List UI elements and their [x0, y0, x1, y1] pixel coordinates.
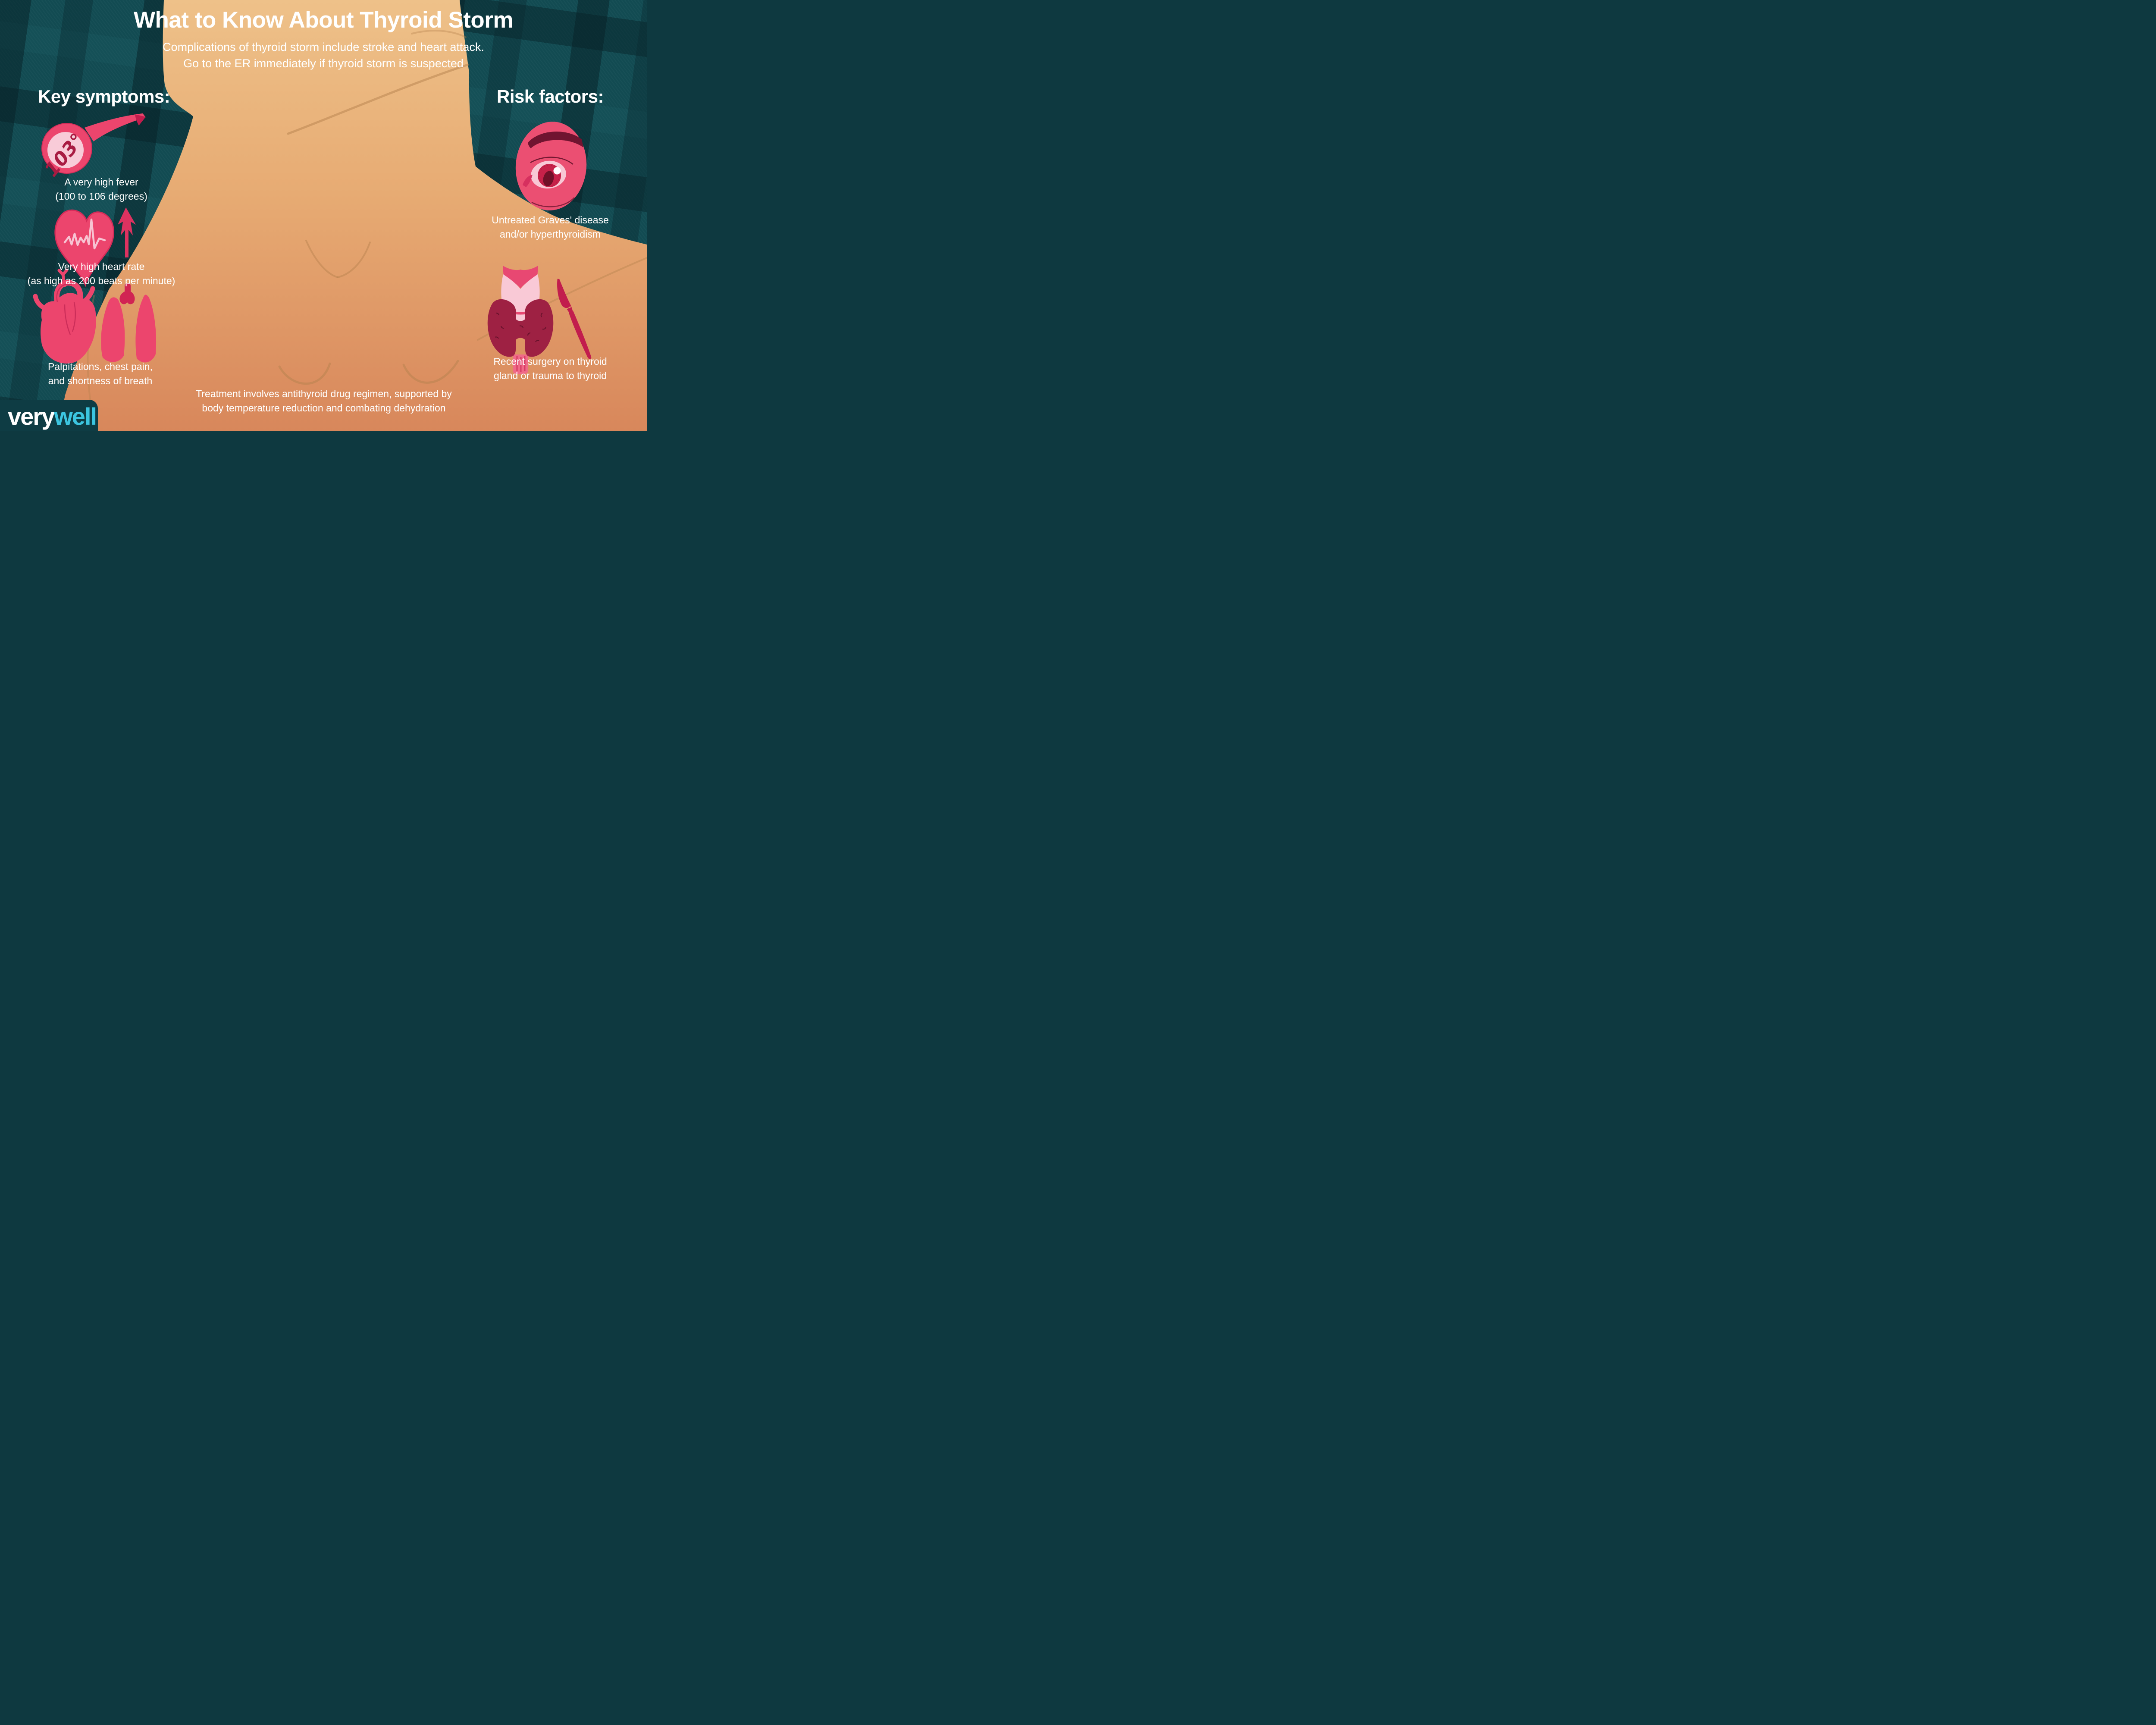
page-subtitle: Complications of thyroid storm include s…: [0, 39, 647, 72]
up-arrow-icon: [118, 207, 136, 257]
neck-line-right: [337, 242, 371, 278]
scalpel-handle: [567, 307, 592, 359]
heart-rate-label-line-1: Very high heart rate: [58, 261, 145, 272]
upper-eyelid-line: [530, 157, 573, 165]
thermometer-icon: 103°: [40, 113, 146, 181]
fever-label: A very high fever (100 to 106 degrees): [17, 175, 185, 204]
tear-duct: [523, 175, 533, 187]
pupil: [543, 171, 554, 186]
icons-layer: 103°: [33, 113, 592, 374]
jaw-line: [287, 63, 469, 135]
heart-rate-label-line-2: (as high as 200 beats per minute): [27, 275, 175, 286]
thyroid-isthmus: [516, 319, 525, 340]
brand-well: well: [54, 403, 97, 430]
thyroid-lobe-right: [525, 299, 554, 357]
thyroid-lobe-left: [487, 299, 516, 357]
trachea-rings: [516, 356, 526, 372]
larynx-horns: [503, 266, 538, 289]
fever-label-line-1: A very high fever: [64, 176, 138, 188]
palpitations-label: Palpitations, chest pain, and shortness …: [15, 360, 185, 388]
thyroid-scalpel-icon: [487, 266, 592, 374]
bulging-eye-icon: [515, 122, 587, 210]
treatment-note: Treatment involves antithyroid drug regi…: [159, 387, 489, 415]
graves-label: Untreated Graves' disease and/or hyperth…: [466, 213, 635, 242]
palpitations-label-line-2: and shortness of breath: [48, 375, 153, 386]
surgery-label: Recent surgery on thyroid gland or traum…: [466, 354, 635, 383]
eyebrow: [528, 132, 583, 148]
lungs: [101, 283, 157, 363]
verywell-wordmark: verywell: [8, 400, 97, 431]
surgery-label-line-2: gland or trauma to thyroid: [493, 370, 607, 381]
subtitle-line-2: Go to the ER immediately if thyroid stor…: [183, 57, 464, 70]
page-title: What to Know About Thyroid Storm: [134, 7, 513, 33]
palpitations-label-line-1: Palpitations, chest pain,: [48, 361, 153, 372]
anatomical-heart: [33, 268, 96, 364]
thermometer-tip: [135, 114, 146, 125]
fever-label-line-2: (100 to 106 degrees): [55, 191, 147, 202]
chin-line: [411, 30, 467, 38]
scalpel-blade: [557, 279, 572, 308]
ekg-line: [63, 218, 106, 250]
lung-left: [101, 297, 125, 362]
subtitle-line-1: Complications of thyroid storm include s…: [163, 41, 484, 53]
risk-factors-heading: Risk factors:: [497, 86, 604, 107]
thyroid-texture: [495, 312, 546, 342]
brand-very: very: [8, 403, 55, 430]
scalpel: [557, 279, 592, 359]
graves-label-line-2: and/or hyperthyroidism: [500, 229, 601, 240]
iris-detail: [539, 165, 560, 186]
graves-label-line-1: Untreated Graves' disease: [492, 214, 609, 226]
eye-highlight: [553, 167, 561, 175]
lower-eyelid-line: [531, 197, 575, 207]
neck-line-left: [305, 240, 338, 278]
racing-heart-icon: [54, 207, 136, 287]
surgery-label-line-1: Recent surgery on thyroid: [493, 356, 607, 367]
key-symptoms-heading: Key symptoms:: [38, 86, 170, 107]
thermometer-stem: [85, 113, 146, 141]
thermometer-dial: [47, 132, 84, 168]
lung-right: [135, 295, 157, 363]
treatment-note-line-2: body temperature reduction and combating…: [202, 402, 446, 414]
collarbone-left: [278, 362, 331, 385]
treatment-note-line-1: Treatment involves antithyroid drug regi…: [196, 388, 452, 399]
heart-lungs-icon: [33, 268, 157, 364]
verywell-logo-badge: verywell: [0, 400, 98, 431]
heart-rate-label: Very high heart rate (as high as 200 bea…: [2, 260, 201, 288]
collarbone-right: [402, 360, 459, 384]
thyroid-gland: [487, 266, 554, 374]
heart-shape: [54, 209, 114, 287]
thyroid-storm-infographic: 103°: [0, 0, 647, 431]
trachea: [119, 283, 135, 304]
